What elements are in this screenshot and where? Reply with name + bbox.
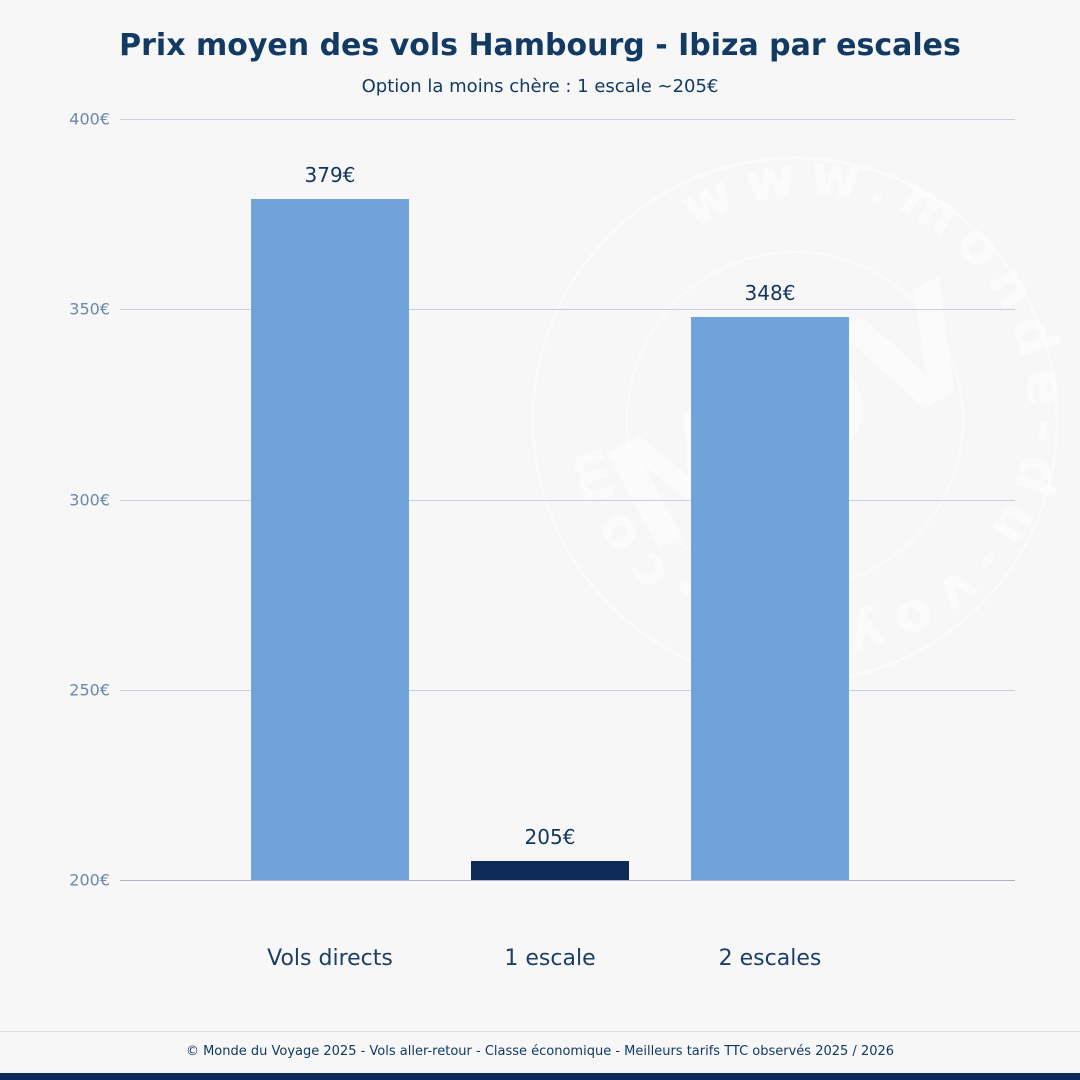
bar-vols-directs	[251, 198, 409, 880]
chart-title: Prix moyen des vols Hambourg - Ibiza par…	[119, 28, 961, 63]
category-label-1-escale: 1 escale	[504, 946, 596, 971]
footer-credit-text: © Monde du Voyage 2025 - Vols aller-reto…	[185, 1044, 895, 1059]
y-tick-label: 200€	[69, 870, 110, 890]
bar-value-label-1-escale: 205€	[524, 824, 576, 849]
y-tick-label: 250€	[69, 680, 110, 700]
footer-credit: © Monde du Voyage 2025 - Vols aller-reto…	[0, 1031, 1080, 1073]
bar-value-label-2-escales: 348€	[744, 280, 796, 305]
x-axis-category-labels: Vols directs 1 escale 2 escales	[120, 946, 1015, 976]
bar-value-label-vols-directs: 379€	[304, 162, 356, 187]
category-label-2-escales: 2 escales	[718, 946, 822, 971]
y-tick-label: 300€	[69, 490, 110, 509]
grid-line: 300€	[69, 490, 1015, 509]
bar-1-escale	[471, 860, 629, 880]
y-tick-label: 350€	[69, 299, 110, 319]
grid-line: 250€	[69, 680, 1015, 699]
bar-chart-plot-area: 200€ 250€ 300€ 350€ 400€ 379€ 205€ 348€	[69, 110, 1015, 890]
bar-2-escales	[691, 316, 849, 880]
category-label-vols-directs: Vols directs	[267, 946, 393, 971]
y-tick-label: 400€	[69, 109, 110, 129]
grid-line: 400€	[69, 110, 1015, 129]
chart-subtitle: Option la moins chère : 1 escale ~205€	[361, 76, 719, 97]
bottom-accent-strip	[0, 1073, 1080, 1080]
grid-line: 200€	[69, 871, 1015, 890]
grid-line: 350€	[69, 300, 1015, 319]
